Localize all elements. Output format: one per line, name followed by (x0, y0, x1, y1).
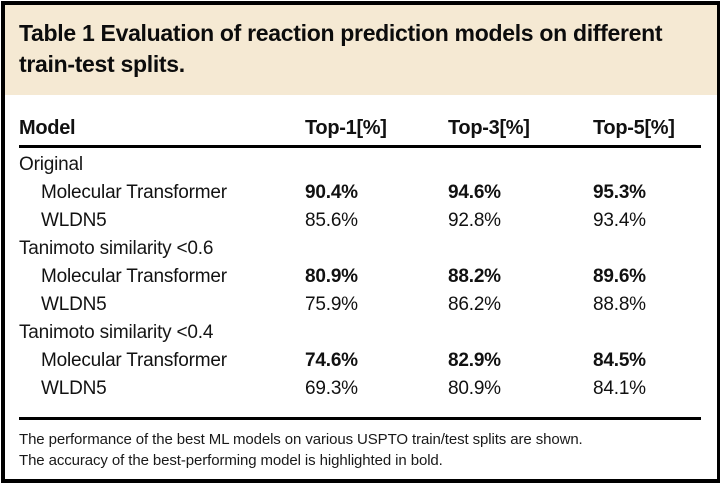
column-header-top5: Top-5[%] (593, 117, 675, 139)
top1-cell: 74.6% (305, 350, 358, 371)
group-label: Tanimoto similarity <0.6 (19, 238, 214, 259)
top3-cell: 88.2% (448, 266, 501, 287)
table-title-band: Table 1 Evaluation of reaction predictio… (5, 5, 717, 95)
top5-cell: 84.1% (593, 378, 646, 399)
top5-cell: 84.5% (593, 350, 646, 371)
top5-cell: 93.4% (593, 210, 646, 231)
data-row-molecular-transformer: Molecular Transformer 80.9% 88.2% 89.6% (19, 263, 701, 291)
model-cell: WLDN5 (41, 294, 107, 315)
table-area: Model Top-1[%] Top-3[%] Top-5[%] Origina… (5, 115, 717, 403)
footnote-line-2: The accuracy of the best-performing mode… (19, 452, 443, 469)
table-body: Original Molecular Transformer 90.4% 94.… (19, 148, 701, 403)
model-cell: WLDN5 (41, 210, 107, 231)
top3-cell: 82.9% (448, 350, 501, 371)
group-row-tanimoto-06: Tanimoto similarity <0.6 (19, 235, 701, 263)
top1-cell: 85.6% (305, 210, 358, 231)
top5-cell: 88.8% (593, 294, 646, 315)
top3-cell: 92.8% (448, 210, 501, 231)
column-header-model: Model (19, 117, 76, 139)
model-cell: Molecular Transformer (41, 350, 227, 371)
top3-cell: 86.2% (448, 294, 501, 315)
top5-cell: 89.6% (593, 266, 646, 287)
column-header-top1: Top-1[%] (305, 117, 387, 139)
footnote-line-1: The performance of the best ML models on… (19, 431, 583, 448)
group-row-original: Original (19, 151, 701, 179)
data-row-wldn5: WLDN5 75.9% 86.2% 88.8% (19, 291, 701, 319)
footnote-divider (19, 417, 701, 420)
model-cell: Molecular Transformer (41, 266, 227, 287)
group-label: Original (19, 154, 83, 175)
data-row-wldn5: WLDN5 69.3% 80.9% 84.1% (19, 375, 701, 403)
column-header-top3: Top-3[%] (448, 117, 530, 139)
column-header-row: Model Top-1[%] Top-3[%] Top-5[%] (19, 115, 701, 148)
table-title: Table 1 Evaluation of reaction predictio… (19, 20, 663, 78)
data-row-wldn5: WLDN5 85.6% 92.8% 93.4% (19, 207, 701, 235)
top1-cell: 80.9% (305, 266, 358, 287)
data-row-molecular-transformer: Molecular Transformer 74.6% 82.9% 84.5% (19, 347, 701, 375)
top1-cell: 69.3% (305, 378, 358, 399)
footnote: The performance of the best ML models on… (5, 420, 717, 471)
model-cell: Molecular Transformer (41, 182, 227, 203)
top1-cell: 75.9% (305, 294, 358, 315)
top3-cell: 80.9% (448, 378, 501, 399)
top5-cell: 95.3% (593, 182, 646, 203)
data-row-molecular-transformer: Molecular Transformer 90.4% 94.6% 95.3% (19, 179, 701, 207)
model-cell: WLDN5 (41, 378, 107, 399)
top3-cell: 94.6% (448, 182, 501, 203)
group-row-tanimoto-04: Tanimoto similarity <0.4 (19, 319, 701, 347)
top1-cell: 90.4% (305, 182, 358, 203)
group-label: Tanimoto similarity <0.4 (19, 322, 214, 343)
